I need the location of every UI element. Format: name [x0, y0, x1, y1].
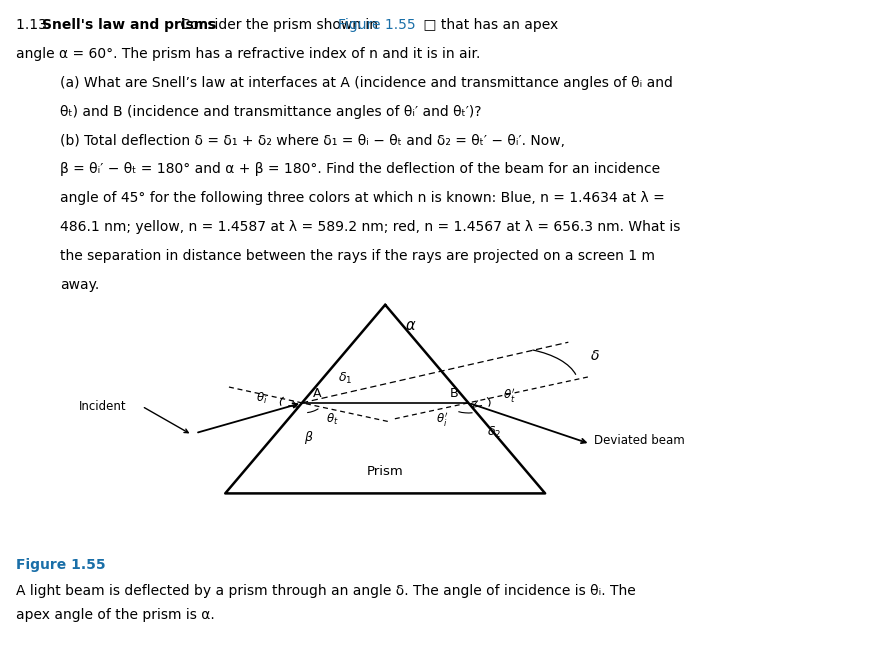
Text: □ that has an apex: □ that has an apex: [419, 18, 559, 32]
Text: $\theta_t$: $\theta_t$: [325, 412, 339, 427]
Text: $\beta$: $\beta$: [303, 429, 313, 446]
Text: B: B: [449, 387, 458, 400]
Text: A light beam is deflected by a prism through an angle δ. The angle of incidence : A light beam is deflected by a prism thr…: [16, 584, 636, 598]
Text: $\delta$: $\delta$: [590, 348, 600, 363]
Text: $\theta_t'$: $\theta_t'$: [503, 386, 516, 404]
Text: (b) Total deflection δ = δ₁ + δ₂ where δ₁ = θᵢ − θₜ and δ₂ = θₜ′ − θᵢ′. Now,: (b) Total deflection δ = δ₁ + δ₂ where δ…: [60, 134, 565, 147]
Text: $\delta_2$: $\delta_2$: [487, 425, 501, 440]
Text: angle of 45° for the following three colors at which n is known: Blue, n = 1.463: angle of 45° for the following three col…: [60, 191, 665, 205]
Text: Figure 1.55: Figure 1.55: [338, 18, 416, 32]
Text: the separation in distance between the rays if the rays are projected on a scree: the separation in distance between the r…: [60, 249, 654, 263]
Text: A: A: [312, 387, 321, 400]
Text: 1.13: 1.13: [16, 18, 51, 32]
Text: angle α = 60°. The prism has a refractive index of n and it is in air.: angle α = 60°. The prism has a refractiv…: [16, 47, 481, 61]
Text: Incident: Incident: [79, 400, 126, 413]
Text: Prism: Prism: [367, 465, 403, 478]
Text: (a) What are Snell’s law at interfaces at A (incidence and transmittance angles : (a) What are Snell’s law at interfaces a…: [60, 76, 673, 90]
Text: θₜ) and B (incidence and transmittance angles of θᵢ′ and θₜ′)?: θₜ) and B (incidence and transmittance a…: [60, 105, 481, 119]
Text: $\delta_1$: $\delta_1$: [339, 371, 353, 386]
Text: away.: away.: [60, 278, 99, 291]
Text: $\theta_i'$: $\theta_i'$: [436, 411, 448, 429]
Text: 486.1 nm; yellow, n = 1.4587 at λ = 589.2 nm; red, n = 1.4567 at λ = 656.3 nm. W: 486.1 nm; yellow, n = 1.4587 at λ = 589.…: [60, 220, 680, 234]
Text: Snell's law and prisms: Snell's law and prisms: [42, 18, 217, 32]
Text: $\alpha$: $\alpha$: [405, 318, 417, 333]
Text: Consider the prism shown in: Consider the prism shown in: [176, 18, 382, 32]
Text: Deviated beam: Deviated beam: [594, 434, 684, 447]
Text: apex angle of the prism is α.: apex angle of the prism is α.: [16, 608, 215, 622]
Text: β = θᵢ′ − θₜ = 180° and α + β = 180°. Find the deflection of the beam for an inc: β = θᵢ′ − θₜ = 180° and α + β = 180°. Fi…: [60, 162, 660, 176]
Text: Figure 1.55: Figure 1.55: [16, 558, 105, 572]
Text: $\theta_i$: $\theta_i$: [256, 391, 267, 406]
